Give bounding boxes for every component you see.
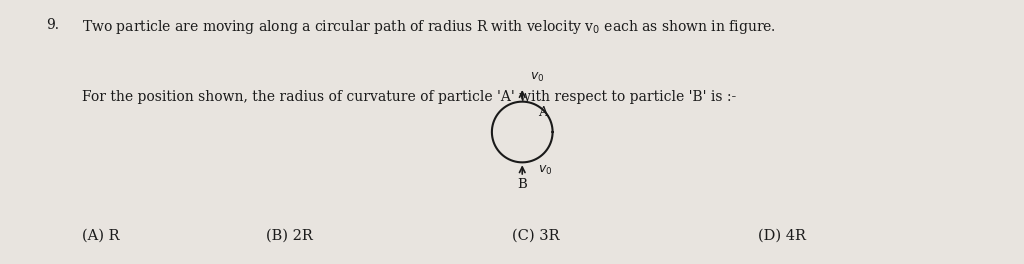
Text: A: A bbox=[538, 106, 548, 119]
Text: (B) 2R: (B) 2R bbox=[266, 229, 313, 243]
Text: (C) 3R: (C) 3R bbox=[512, 229, 559, 243]
Text: $v_0$: $v_0$ bbox=[530, 71, 545, 84]
Text: (A) R: (A) R bbox=[82, 229, 120, 243]
Text: 9.: 9. bbox=[46, 18, 59, 32]
Text: $v_0$: $v_0$ bbox=[538, 164, 552, 177]
Text: (D) 4R: (D) 4R bbox=[758, 229, 806, 243]
Text: Two particle are moving along a circular path of radius R with velocity v$_0$ ea: Two particle are moving along a circular… bbox=[82, 18, 776, 36]
Text: For the position shown, the radius of curvature of particle 'A' with respect to : For the position shown, the radius of cu… bbox=[82, 90, 736, 104]
Text: B: B bbox=[517, 178, 527, 191]
